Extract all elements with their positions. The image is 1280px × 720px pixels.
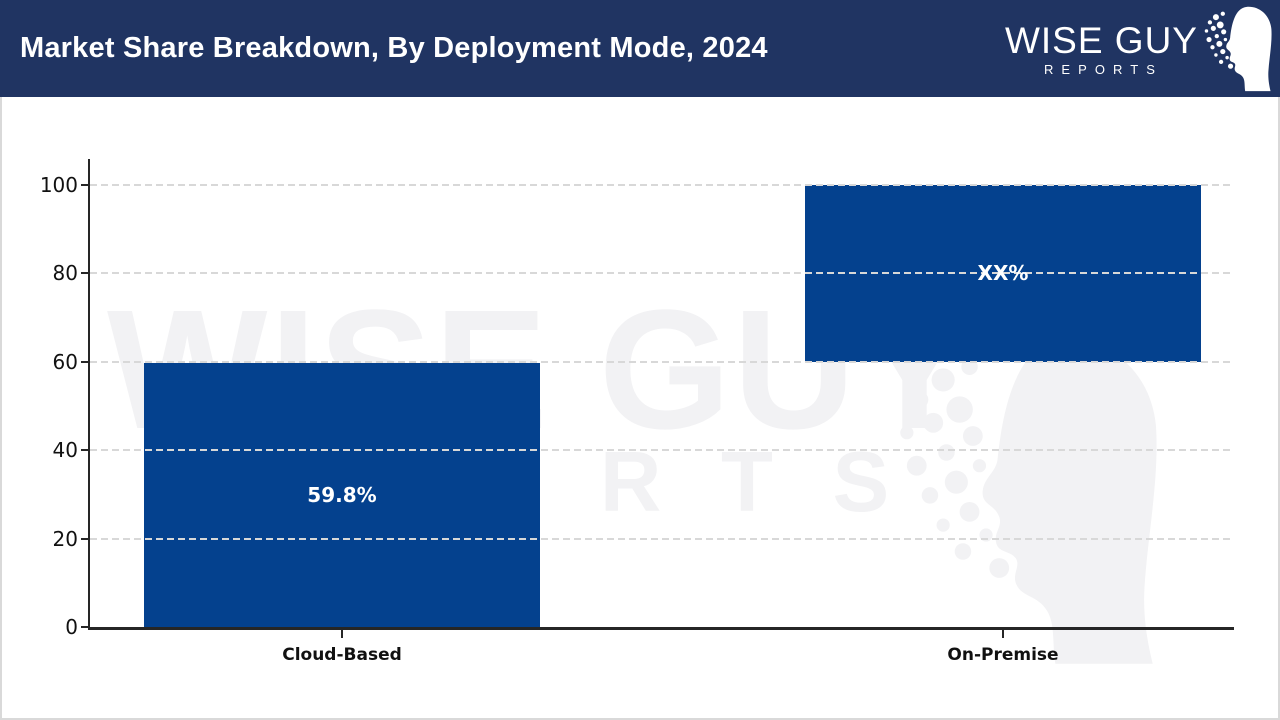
x-axis-tick-1 bbox=[341, 630, 343, 638]
y-axis-tick-20 bbox=[81, 537, 88, 540]
reports-wordmark: REPORTS bbox=[1043, 61, 1163, 77]
gridline-80 bbox=[90, 272, 1234, 275]
y-axis-label-100: 100 bbox=[39, 173, 78, 197]
y-axis-tick-60 bbox=[81, 360, 88, 363]
watermark-face-icon bbox=[900, 340, 1157, 664]
page-title: Market Share Breakdown, By Deployment Mo… bbox=[20, 32, 768, 64]
header: Market Share Breakdown, By Deployment Mo… bbox=[0, 0, 1280, 97]
wiseguy-wordmark: WISE GUY bbox=[1004, 19, 1198, 61]
y-axis-label-60: 60 bbox=[52, 349, 78, 374]
gridline-40 bbox=[90, 449, 1234, 452]
brand-wordmark: WISE GUY REPORTS bbox=[1005, 22, 1198, 76]
x-axis-label-2: On-Premise bbox=[947, 645, 1059, 665]
x-axis-line bbox=[88, 627, 1234, 630]
y-axis-label-40: 40 bbox=[52, 438, 78, 463]
y-axis-label-0: 0 bbox=[65, 615, 78, 639]
y-axis-tick-80 bbox=[81, 272, 88, 275]
y-axis-tick-0 bbox=[81, 626, 88, 628]
bar-cloud-based bbox=[144, 362, 540, 627]
brand-logo: WISE GUY REPORTS bbox=[1005, 0, 1274, 97]
gridline-100 bbox=[90, 184, 1234, 186]
y-axis-label-20: 20 bbox=[52, 526, 78, 551]
x-axis-tick-2 bbox=[1002, 630, 1004, 638]
watermark-reports-letters: R T S bbox=[600, 435, 908, 530]
gridline-20 bbox=[90, 537, 1234, 540]
y-axis-label-80: 80 bbox=[52, 261, 78, 286]
y-axis-tick-100 bbox=[81, 184, 88, 186]
chart-canvas: WISE GUY R T S 0 20 40 60 80 100 59.8% Cloud-Ba… bbox=[0, 97, 1280, 720]
gridline-60 bbox=[90, 360, 1234, 363]
y-axis-spine bbox=[88, 159, 90, 630]
bar-value-label-1: 59.8% bbox=[307, 482, 377, 507]
y-axis-tick-40 bbox=[81, 449, 88, 452]
face-logo-icon bbox=[1204, 6, 1272, 91]
x-axis-label-1: Cloud-Based bbox=[282, 645, 402, 665]
bar-value-label-2: XX% bbox=[977, 261, 1029, 286]
